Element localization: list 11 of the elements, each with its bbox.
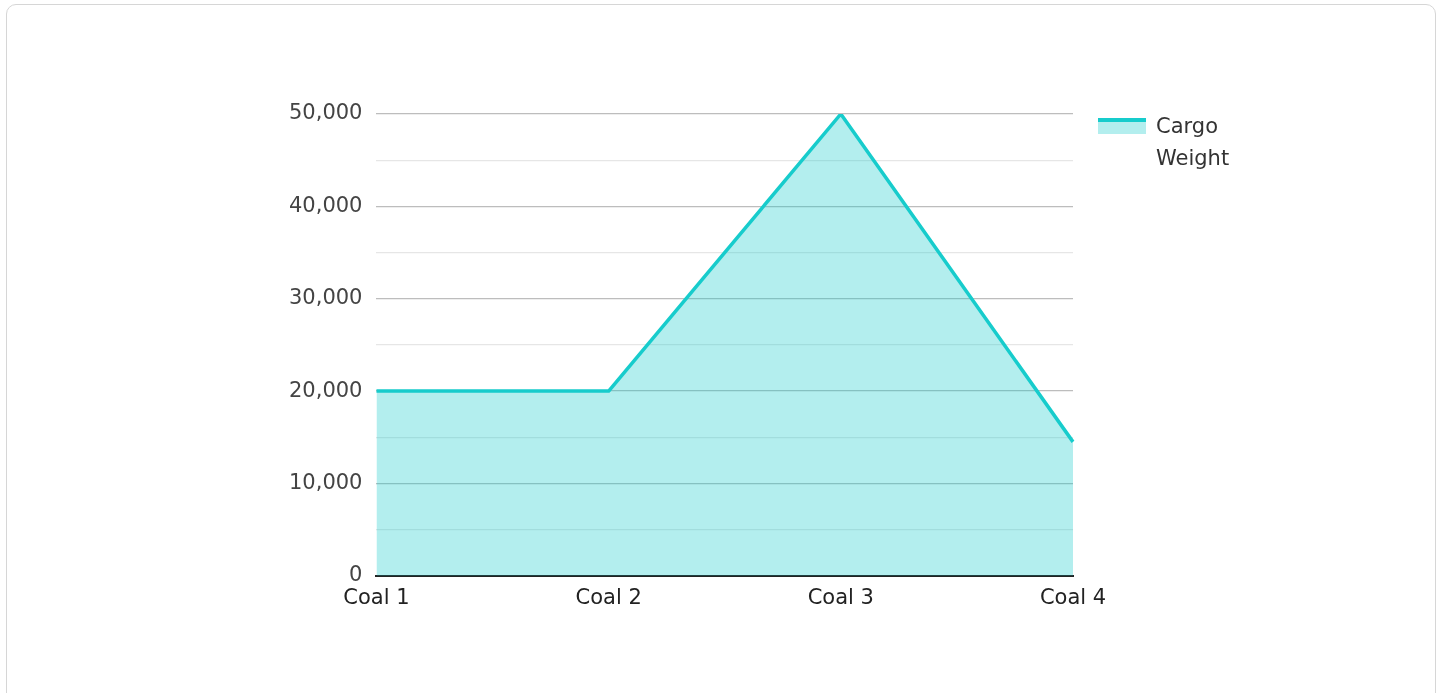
x-tick-label: Coal 3: [807, 584, 874, 609]
x-tick-label: Coal 4: [1039, 584, 1107, 609]
legend-label: Cargo Weight: [1156, 113, 1231, 172]
y-tick-label: 40,000: [289, 192, 363, 217]
x-tick-label: Coal 2: [575, 584, 642, 609]
y-tick-label: 10,000: [289, 469, 363, 494]
x-tick-label: Coal 1: [343, 584, 410, 609]
y-tick-label: 0: [349, 562, 363, 587]
y-tick-label: 50,000: [289, 100, 363, 125]
y-tick-label: 30,000: [289, 285, 363, 310]
y-tick-label: 20,000: [289, 377, 363, 402]
